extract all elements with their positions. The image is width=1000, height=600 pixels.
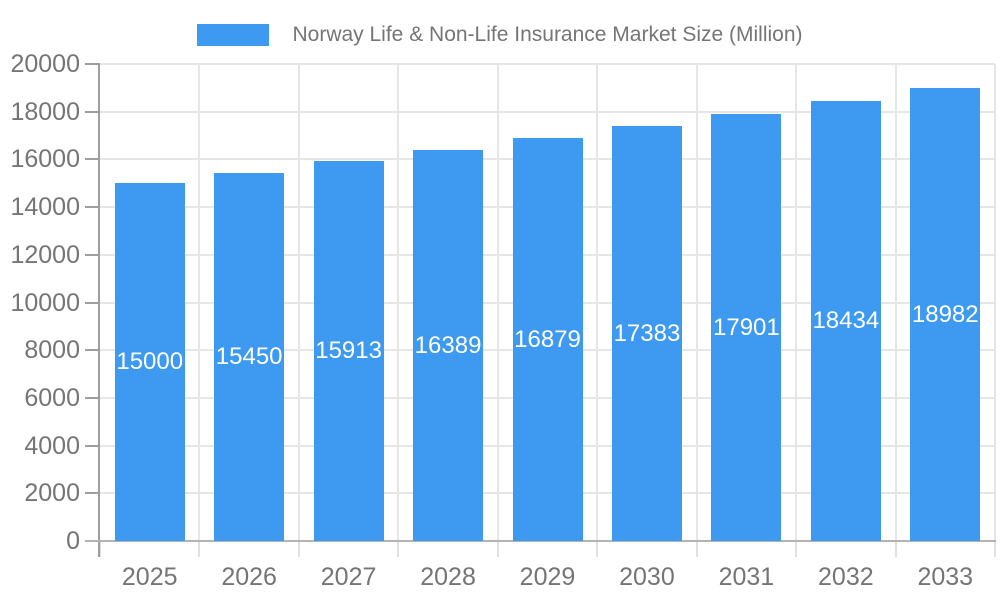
- x-gridline: [297, 64, 300, 541]
- y-axis-tick-label: 2000: [24, 479, 80, 508]
- legend-swatch-icon: [197, 24, 270, 46]
- x-axis-tick-label: 2031: [718, 563, 775, 591]
- y-axis-tick: [85, 396, 100, 399]
- bar-value-label: 15450: [215, 342, 283, 370]
- x-axis-tick-label: 2025: [121, 563, 178, 591]
- bar-2030[interactable]: [611, 126, 682, 541]
- bar-value-label: 17901: [713, 313, 780, 341]
- bar-2033[interactable]: [910, 88, 981, 541]
- bar-value-label: 16389: [414, 331, 482, 359]
- y-gridline: [100, 110, 995, 113]
- x-axis-tick: [198, 541, 201, 557]
- bar-2028[interactable]: [413, 150, 484, 541]
- legend-label: Norway Life & Non-Life Insurance Market …: [292, 23, 803, 46]
- bar-value-label: 15000: [116, 348, 184, 376]
- bar-2031[interactable]: [711, 114, 782, 541]
- bar-2025[interactable]: [114, 183, 185, 541]
- x-axis-tick: [496, 541, 499, 557]
- bar-value-label: 17383: [613, 319, 681, 347]
- x-gridline: [397, 64, 400, 541]
- y-gridline: [100, 63, 995, 65]
- x-axis-line: [85, 540, 996, 542]
- x-gridline: [795, 64, 798, 541]
- x-axis-tick-label: 2028: [420, 563, 476, 591]
- x-axis-tick: [397, 541, 400, 557]
- y-axis-tick-label: 6000: [24, 383, 80, 412]
- x-axis-tick: [596, 541, 599, 557]
- y-axis-tick-label: 20000: [10, 50, 80, 78]
- y-axis-tick: [85, 301, 100, 304]
- y-axis-tick: [85, 349, 100, 352]
- x-axis-tick-label: 2029: [519, 563, 576, 591]
- x-gridline: [198, 64, 201, 541]
- y-axis-tick: [85, 63, 100, 65]
- x-axis-tick: [297, 541, 300, 557]
- y-axis-tick-label: 12000: [10, 240, 80, 269]
- bar-2032[interactable]: [810, 101, 881, 541]
- x-gridline: [496, 64, 499, 541]
- bar-value-label: 18434: [812, 307, 880, 335]
- bar-2029[interactable]: [512, 138, 583, 541]
- y-axis-tick: [85, 206, 100, 209]
- x-axis-tick-label: 2030: [619, 563, 675, 591]
- bar-value-label: 15913: [315, 337, 382, 365]
- y-axis-tick: [85, 492, 100, 495]
- x-gridline: [894, 64, 897, 541]
- y-axis-tick-label: 10000: [10, 288, 80, 317]
- x-axis-tick-label: 2026: [221, 563, 277, 591]
- x-gridline: [695, 64, 698, 541]
- y-axis-tick-label: 8000: [24, 336, 80, 365]
- y-axis-tick-label: 16000: [10, 145, 80, 174]
- y-axis-tick: [85, 110, 100, 113]
- y-axis-tick-label: 14000: [10, 193, 80, 222]
- y-axis-tick: [85, 158, 100, 161]
- y-axis-tick-label: 0: [66, 527, 80, 555]
- x-axis-tick-label: 2032: [818, 563, 874, 591]
- y-axis-tick-label: 18000: [10, 97, 80, 126]
- x-axis-tick-label: 2027: [320, 563, 377, 591]
- y-axis-tick: [85, 444, 100, 447]
- bar-value-label: 16879: [514, 325, 581, 353]
- y-axis-tick-label: 4000: [24, 431, 80, 460]
- x-axis-tick: [99, 541, 101, 557]
- x-gridline: [596, 64, 599, 541]
- x-axis-tick: [695, 541, 698, 557]
- y-axis-tick: [85, 253, 100, 256]
- bar-2026[interactable]: [214, 172, 285, 541]
- x-gridline: [994, 64, 996, 541]
- x-axis-tick-label: 2033: [917, 563, 974, 591]
- bar-value-label: 18982: [911, 300, 979, 328]
- x-axis-tick: [894, 541, 897, 557]
- x-axis-tick: [795, 541, 798, 557]
- y-axis-line: [98, 64, 100, 557]
- x-axis-tick: [994, 541, 996, 557]
- legend[interactable]: Norway Life & Non-Life Insurance Market …: [0, 22, 1000, 48]
- bar-2027[interactable]: [313, 161, 384, 541]
